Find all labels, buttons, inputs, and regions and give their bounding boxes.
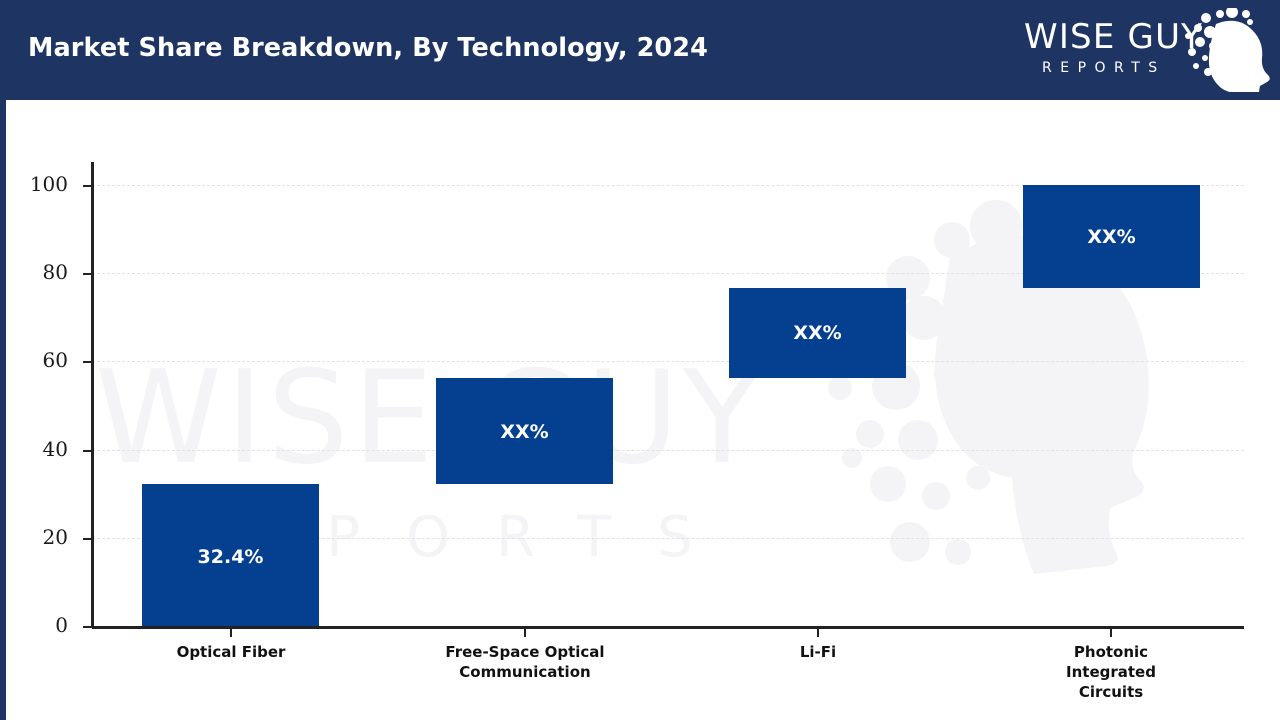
header-side-accent — [0, 100, 6, 720]
x-axis-label-li-fi: Li-Fi — [667, 642, 969, 662]
page-title: Market Share Breakdown, By Technology, 2… — [28, 33, 708, 63]
x-label-line: Communication — [459, 663, 591, 681]
y-tick-label-100: 100 — [29, 172, 68, 196]
chart-plot-area: WISE GUY REPORTS — [0, 100, 1280, 720]
y-tick-40 — [83, 450, 92, 452]
x-label-line: Integrated — [1066, 663, 1156, 681]
x-label-line: Li-Fi — [799, 643, 837, 661]
bar-label-photonic-integrated-circuits: XX% — [1087, 226, 1136, 248]
y-tick-label-40: 40 — [42, 437, 68, 461]
y-tick-label-80: 80 — [42, 260, 68, 284]
x-label-line: Optical Fiber — [176, 643, 286, 661]
bar-label-free-space-optical-communication: XX% — [500, 421, 549, 443]
gridline-60 — [92, 361, 1244, 362]
x-tick-2 — [524, 628, 526, 637]
gridline-40 — [92, 450, 1244, 451]
y-tick-label-0: 0 — [55, 613, 68, 637]
bar-photonic-integrated-circuits[interactable]: XX% — [1023, 185, 1200, 288]
y-tick-0 — [83, 626, 92, 628]
x-tick-1 — [230, 628, 232, 637]
svg-text:REPORTS: REPORTS — [1042, 60, 1166, 76]
y-tick-label-20: 20 — [42, 525, 68, 549]
x-tick-4 — [1110, 628, 1112, 637]
bar-label-li-fi: XX% — [793, 322, 842, 344]
y-tick-label-60: 60 — [42, 348, 68, 372]
y-tick-100 — [83, 185, 92, 187]
x-label-line: Free-Space Optical — [445, 643, 605, 661]
wise-guy-reports-logo: WISE GUY REPORTS — [1020, 6, 1272, 105]
y-tick-80 — [83, 273, 92, 275]
svg-text:WISE GUY: WISE GUY — [1024, 17, 1203, 57]
header-bar: Market Share Breakdown, By Technology, 2… — [0, 0, 1280, 105]
x-axis-label-free-space-optical-communication: Free-Space Optical Communication — [374, 642, 676, 682]
bar-li-fi[interactable]: XX% — [729, 288, 906, 378]
x-axis-label-optical-fiber: Optical Fiber — [80, 642, 382, 662]
gridline-20 — [92, 538, 1244, 539]
y-tick-60 — [83, 361, 92, 363]
bar-free-space-optical-communication[interactable]: XX% — [436, 378, 613, 484]
y-tick-20 — [83, 538, 92, 540]
y-axis-line — [91, 162, 94, 628]
x-label-line: Photonic — [1073, 643, 1149, 661]
bar-label-optical-fiber: 32.4% — [197, 546, 264, 568]
gridline-80 — [92, 273, 1244, 274]
x-axis-label-photonic-integrated-circuits: Photonic Integrated Circuits — [960, 642, 1262, 702]
x-label-line: Circuits — [1078, 683, 1144, 701]
x-tick-3 — [817, 628, 819, 637]
gridline-100 — [92, 185, 1244, 186]
x-axis-line — [92, 626, 1244, 629]
watermark-line1: WISE GUY — [95, 344, 766, 493]
bar-optical-fiber[interactable]: 32.4% — [142, 484, 319, 626]
